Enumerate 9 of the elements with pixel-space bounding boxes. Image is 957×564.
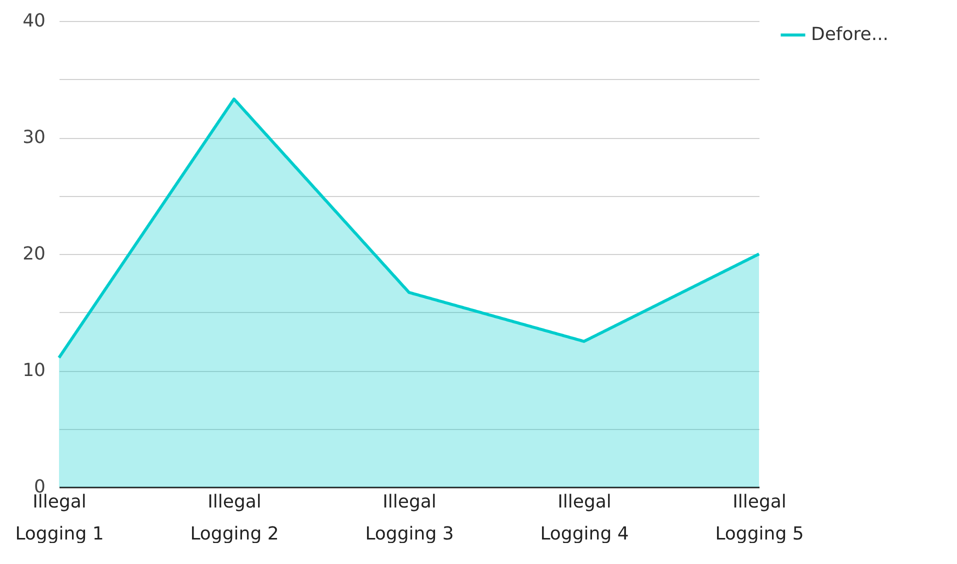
x-tick-label: Illegal Logging 3	[365, 492, 454, 544]
x-tick-label: Illegal Logging 5	[715, 492, 804, 544]
y-tick-label: 20	[22, 244, 46, 264]
x-tick-label: Illegal Logging 4	[540, 492, 629, 544]
y-tick-label: 30	[22, 127, 46, 148]
y-tick-label: 40	[22, 10, 46, 32]
legend-label: Defore...	[811, 24, 889, 45]
y-tick-label: 10	[22, 360, 46, 381]
x-tick-label: Illegal Logging 2	[190, 492, 279, 544]
